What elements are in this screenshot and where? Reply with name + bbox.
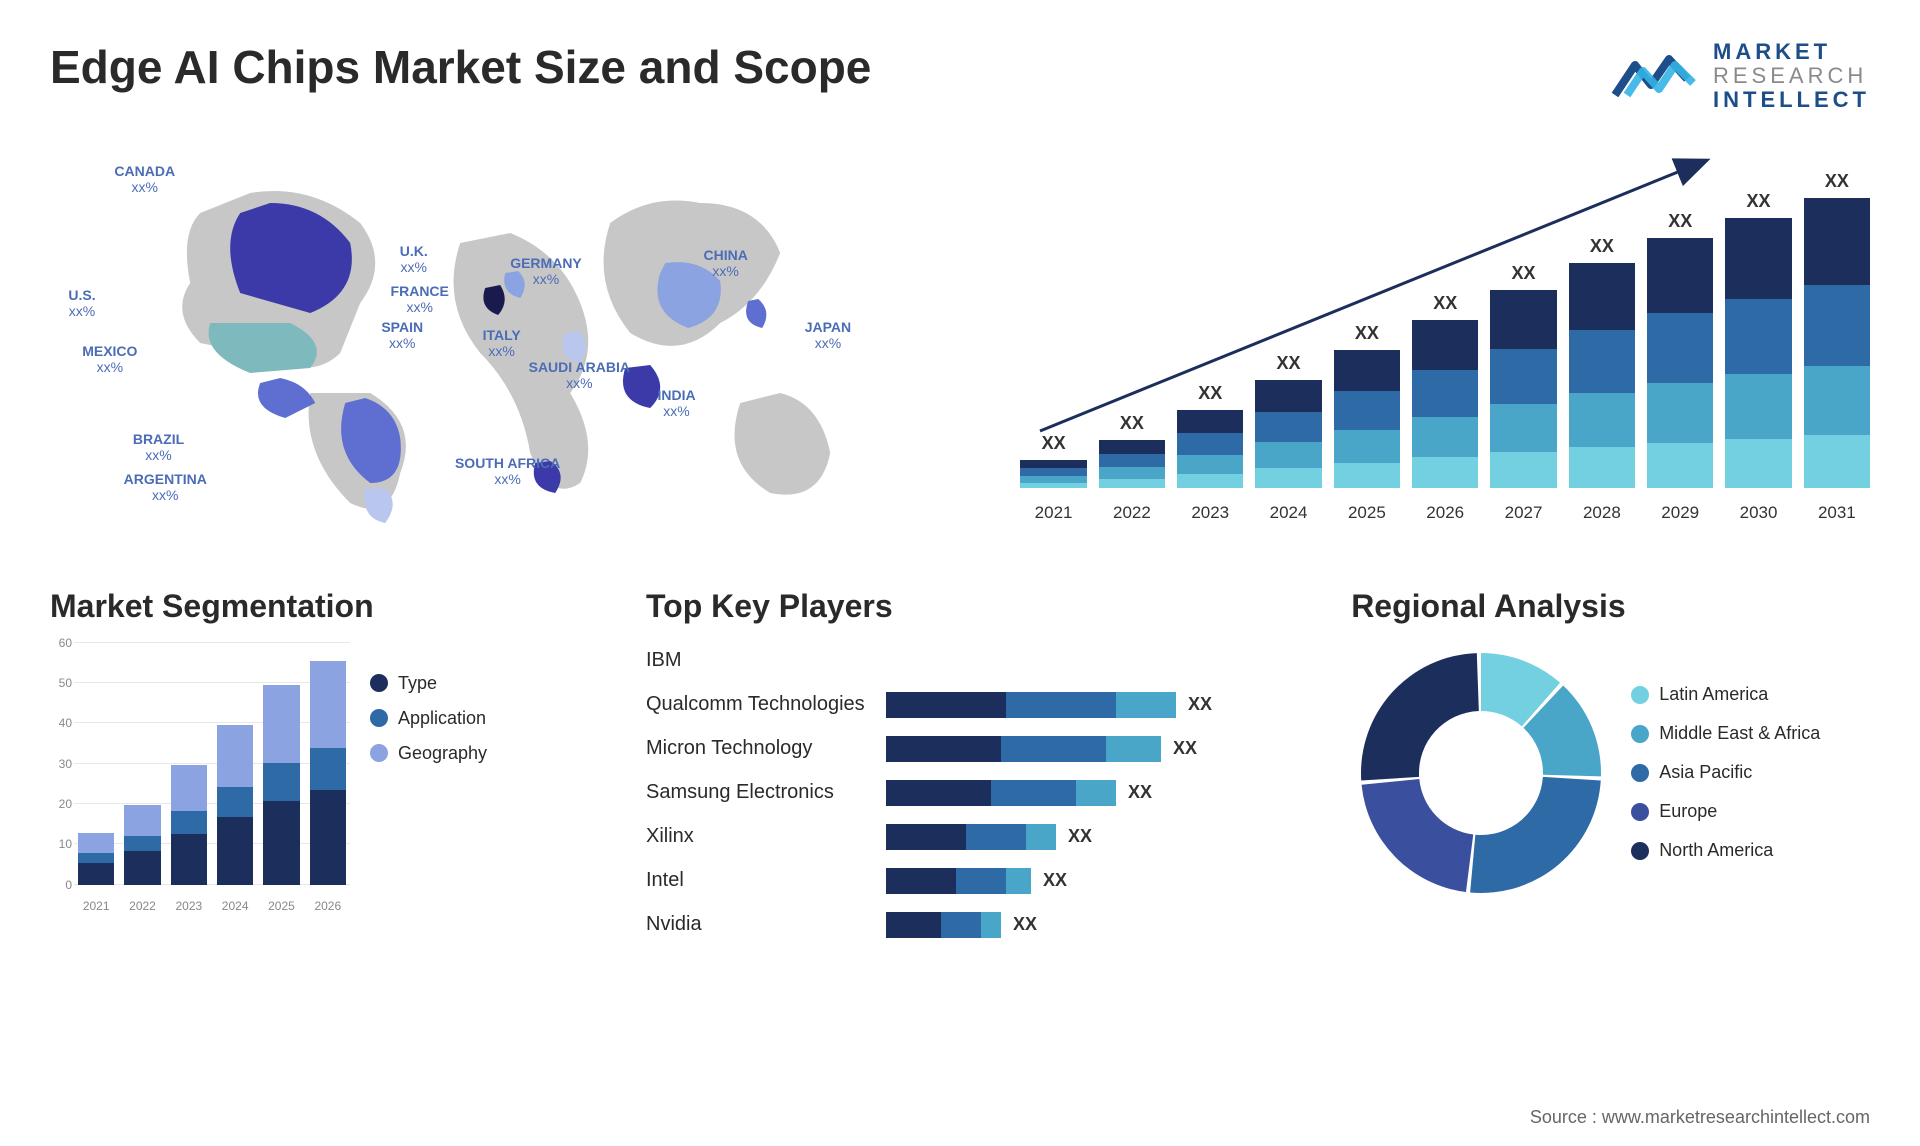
page-title: Edge AI Chips Market Size and Scope — [50, 40, 871, 94]
world-map-panel: CANADAxx% U.S.xx% MEXICOxx% BRAZILxx% ARGENT… — [50, 143, 970, 543]
bottom-row: Market Segmentation 0102030405060 202120… — [50, 588, 1870, 943]
growth-bar-2029: XX — [1647, 238, 1713, 488]
map-label-us: U.S.xx% — [68, 287, 95, 319]
growth-xlabel: 2028 — [1569, 503, 1635, 523]
segmentation-body: 0102030405060 202120222023202420252026 T… — [50, 643, 596, 913]
player-row: Micron TechnologyXX — [646, 731, 1301, 767]
player-name: Qualcomm Technologies — [646, 693, 876, 716]
growth-chart-panel: XXXXXXXXXXXXXXXXXXXXXX 20212022202320242… — [1020, 143, 1870, 523]
regional-legend-item: Asia Pacific — [1631, 762, 1820, 783]
growth-bar-2021: XX — [1020, 460, 1086, 488]
logo-line3: INTELLECT — [1713, 88, 1870, 112]
growth-xlabel: 2021 — [1020, 503, 1086, 523]
logo-mark-icon — [1611, 51, 1701, 101]
regional-body: Latin America Middle East & Africa Asia Pa… — [1351, 643, 1920, 903]
seg-legend-item: Application — [370, 708, 487, 729]
logo-text: MARKET RESEARCH INTELLECT — [1713, 40, 1870, 113]
donut-slice — [1361, 653, 1479, 780]
map-label-brazil: BRAZILxx% — [133, 431, 184, 463]
player-name: IBM — [646, 649, 876, 672]
donut-slice — [1470, 776, 1601, 892]
brand-logo: MARKET RESEARCH INTELLECT — [1611, 40, 1870, 113]
top-row: CANADAxx% U.S.xx% MEXICOxx% BRAZILxx% ARGENT… — [50, 143, 1870, 543]
seg-bar-2024 — [217, 725, 253, 885]
source-footer: Source : www.marketresearchintellect.com — [1530, 1107, 1870, 1128]
seg-bar-2021 — [78, 833, 114, 885]
player-row: IntelXX — [646, 863, 1301, 899]
regional-donut-chart — [1351, 643, 1611, 903]
key-players-title: Top Key Players — [646, 588, 1301, 625]
player-row: NvidiaXX — [646, 907, 1301, 943]
regional-legend-item: North America — [1631, 840, 1820, 861]
segmentation-panel: Market Segmentation 0102030405060 202120… — [50, 588, 596, 943]
map-label-uk: U.K.xx% — [400, 243, 428, 275]
map-label-france: FRANCExx% — [391, 283, 449, 315]
map-label-southafrica: SOUTH AFRICAxx% — [455, 455, 560, 487]
growth-xlabel: 2026 — [1412, 503, 1478, 523]
logo-line2: RESEARCH — [1713, 64, 1870, 88]
seg-bar-2025 — [263, 685, 299, 885]
growth-bar-2022: XX — [1099, 440, 1165, 488]
map-label-argentina: ARGENTINAxx% — [124, 471, 207, 503]
segmentation-chart: 0102030405060 202120222023202420252026 — [50, 643, 350, 913]
seg-bar-2023 — [171, 765, 207, 885]
growth-bar-2028: XX — [1569, 263, 1635, 488]
regional-legend: Latin America Middle East & Africa Asia Pa… — [1631, 684, 1820, 861]
regional-legend-item: Europe — [1631, 801, 1820, 822]
player-row: Qualcomm TechnologiesXX — [646, 687, 1301, 723]
player-name: Intel — [646, 869, 876, 892]
map-label-saudiarabia: SAUDI ARABIAxx% — [529, 359, 630, 391]
growth-bar-2027: XX — [1490, 290, 1556, 488]
growth-xlabel: 2029 — [1647, 503, 1713, 523]
map-label-germany: GERMANYxx% — [510, 255, 582, 287]
map-label-china: CHINAxx% — [703, 247, 747, 279]
player-name: Xilinx — [646, 825, 876, 848]
player-name: Micron Technology — [646, 737, 876, 760]
key-players-body: IBM Qualcomm TechnologiesXX Micron Technol… — [646, 643, 1301, 943]
regional-title: Regional Analysis — [1351, 588, 1920, 625]
growth-xlabel: 2022 — [1099, 503, 1165, 523]
seg-legend-item: Type — [370, 673, 487, 694]
player-row: IBM — [646, 643, 1301, 679]
map-label-canada: CANADAxx% — [114, 163, 175, 195]
regional-legend-item: Middle East & Africa — [1631, 723, 1820, 744]
growth-bar-2023: XX — [1177, 410, 1243, 488]
growth-bar-2031: XX — [1804, 198, 1870, 488]
growth-xlabel: 2023 — [1177, 503, 1243, 523]
header: Edge AI Chips Market Size and Scope MARK… — [50, 40, 1870, 113]
growth-chart: XXXXXXXXXXXXXXXXXXXXXX 20212022202320242… — [1020, 153, 1870, 523]
regional-panel: Regional Analysis Latin America Middle Ea… — [1351, 588, 1920, 943]
growth-xlabel: 2027 — [1490, 503, 1556, 523]
seg-bar-2026 — [310, 661, 346, 885]
donut-slice — [1362, 779, 1474, 892]
map-label-japan: JAPANxx% — [805, 319, 851, 351]
player-name: Samsung Electronics — [646, 781, 876, 804]
growth-xlabel: 2025 — [1334, 503, 1400, 523]
player-row: Samsung ElectronicsXX — [646, 775, 1301, 811]
segmentation-legend: Type Application Geography — [370, 673, 487, 913]
map-label-italy: ITALYxx% — [483, 327, 521, 359]
map-label-spain: SPAINxx% — [381, 319, 423, 351]
regional-legend-item: Latin America — [1631, 684, 1820, 705]
map-label-india: INDIAxx% — [657, 387, 695, 419]
growth-bar-2024: XX — [1255, 380, 1321, 488]
growth-xlabel: 2031 — [1804, 503, 1870, 523]
growth-xlabel: 2024 — [1255, 503, 1321, 523]
segmentation-title: Market Segmentation — [50, 588, 596, 625]
seg-bar-2022 — [124, 805, 160, 885]
logo-line1: MARKET — [1713, 40, 1870, 64]
player-name: Nvidia — [646, 913, 876, 936]
player-row: XilinxXX — [646, 819, 1301, 855]
growth-xlabel: 2030 — [1725, 503, 1791, 523]
growth-bar-2025: XX — [1334, 350, 1400, 488]
growth-bar-2030: XX — [1725, 218, 1791, 488]
map-label-mexico: MEXICOxx% — [82, 343, 137, 375]
key-players-panel: Top Key Players IBM Qualcomm Technologies… — [646, 588, 1301, 943]
growth-bar-2026: XX — [1412, 320, 1478, 488]
seg-legend-item: Geography — [370, 743, 487, 764]
